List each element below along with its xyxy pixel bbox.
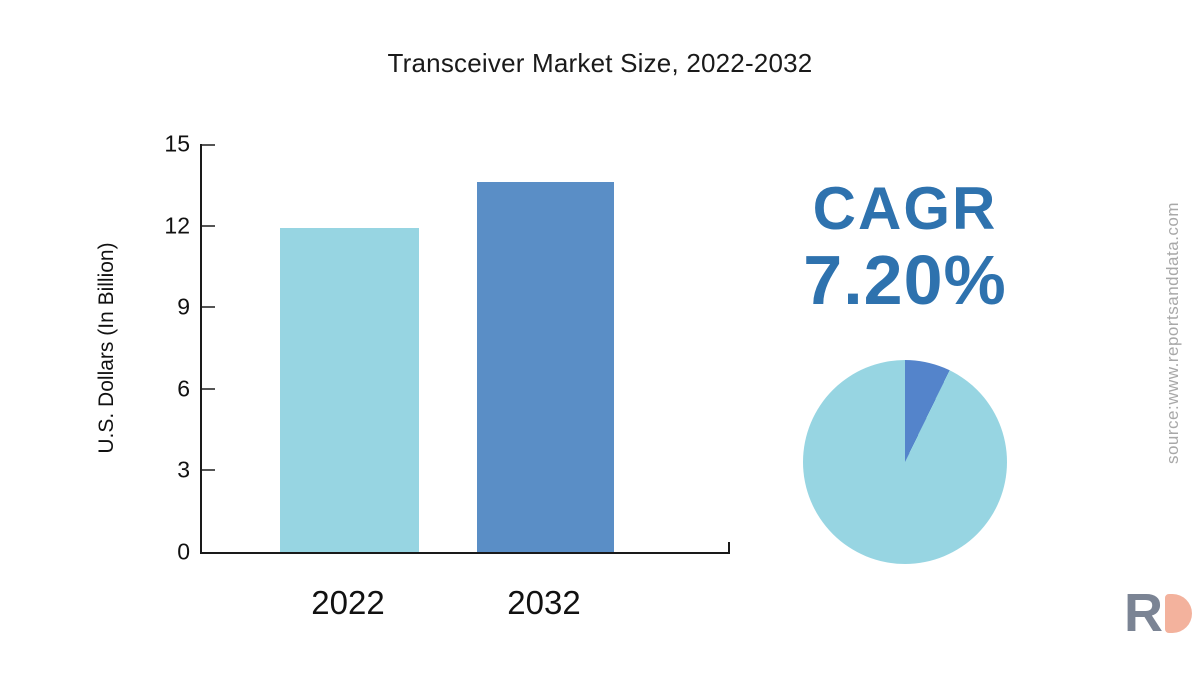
x-tick-label-2022: 2022 — [311, 584, 385, 621]
x-axis-end-tick — [728, 542, 730, 552]
cagr-value: 7.20% — [803, 241, 1007, 319]
y-tick-label: 6 — [177, 375, 190, 402]
y-tick-mark — [202, 306, 215, 309]
x-tick-label-2032: 2032 — [507, 584, 581, 621]
y-tick-mark — [202, 469, 215, 472]
y-tick-label: 15 — [164, 130, 190, 157]
logo-d-shape — [1165, 594, 1192, 633]
bar-2022 — [280, 228, 419, 552]
logo-letter-r: R — [1124, 583, 1163, 643]
plot-area: 0 3 6 9 12 15 — [164, 132, 730, 563]
cagr-label: CAGR — [812, 175, 998, 242]
source-note: source:www.reportsanddata.com — [1163, 201, 1182, 465]
chart-title: Transceiver Market Size, 2022-2032 — [387, 48, 813, 78]
y-tick-label: 12 — [164, 212, 190, 239]
y-tick-mark — [202, 387, 215, 390]
y-tick-label: 3 — [177, 456, 190, 483]
y-tick-label: 9 — [177, 293, 190, 320]
y-tick-label: 0 — [177, 538, 190, 565]
cagr-block: CAGR 7.20% — [803, 178, 1006, 320]
pie-chart — [803, 360, 1007, 564]
y-axis-title: U.S. Dollars (In Billion) — [95, 242, 118, 454]
y-tick-mark — [202, 144, 215, 146]
brand-logo: R — [1124, 583, 1192, 643]
bar-2032 — [477, 182, 614, 552]
y-tick-mark — [202, 224, 215, 227]
